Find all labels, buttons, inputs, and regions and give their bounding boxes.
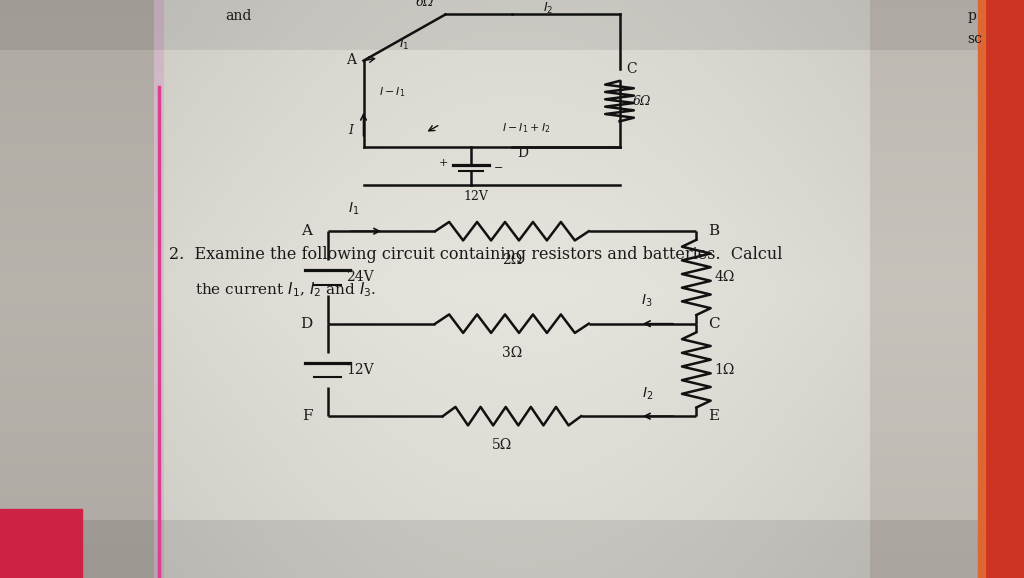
Text: 4Ω: 4Ω — [715, 271, 735, 284]
Text: F: F — [302, 409, 312, 423]
Text: 12V: 12V — [346, 363, 374, 377]
Text: C: C — [709, 317, 720, 331]
Text: 6Ω: 6Ω — [633, 95, 651, 108]
Bar — [978, 0, 985, 578]
Text: p: p — [968, 9, 977, 23]
Bar — [0, 509, 82, 578]
Text: I: I — [348, 124, 353, 136]
Text: $I-I_1+I_2$: $I-I_1+I_2$ — [502, 121, 550, 135]
Text: sc: sc — [968, 32, 983, 46]
Text: C: C — [627, 62, 637, 76]
Text: 12V: 12V — [464, 190, 488, 202]
Text: 6Ω: 6Ω — [416, 0, 434, 9]
Text: the current $I_1$, $I_2$ and $I_3$.: the current $I_1$, $I_2$ and $I_3$. — [195, 280, 376, 299]
Text: 24V: 24V — [346, 271, 374, 284]
Text: 3Ω: 3Ω — [502, 346, 522, 360]
Text: D: D — [517, 146, 528, 160]
Text: $I_1$: $I_1$ — [347, 201, 359, 217]
Text: 2.  Examine the following circuit containing resistors and batteries.  Calcul: 2. Examine the following circuit contain… — [169, 246, 782, 262]
Text: A: A — [301, 224, 312, 238]
Text: and: and — [225, 9, 252, 23]
Text: 5Ω: 5Ω — [492, 438, 512, 452]
Text: −: − — [494, 162, 503, 173]
Bar — [985, 0, 1024, 578]
Text: $I_2$: $I_2$ — [543, 1, 553, 16]
Text: $I_2$: $I_2$ — [641, 386, 653, 402]
Text: D: D — [300, 317, 312, 331]
Text: $I_3$: $I_3$ — [641, 293, 653, 309]
Text: +: + — [439, 158, 449, 168]
Text: $I_1$: $I_1$ — [399, 37, 410, 52]
Text: $I-I_1$: $I-I_1$ — [379, 86, 406, 99]
Text: A: A — [346, 53, 356, 66]
Text: 1Ω: 1Ω — [715, 363, 735, 377]
Text: B: B — [709, 224, 720, 238]
Text: E: E — [709, 409, 720, 423]
Text: 2Ω: 2Ω — [502, 253, 522, 267]
